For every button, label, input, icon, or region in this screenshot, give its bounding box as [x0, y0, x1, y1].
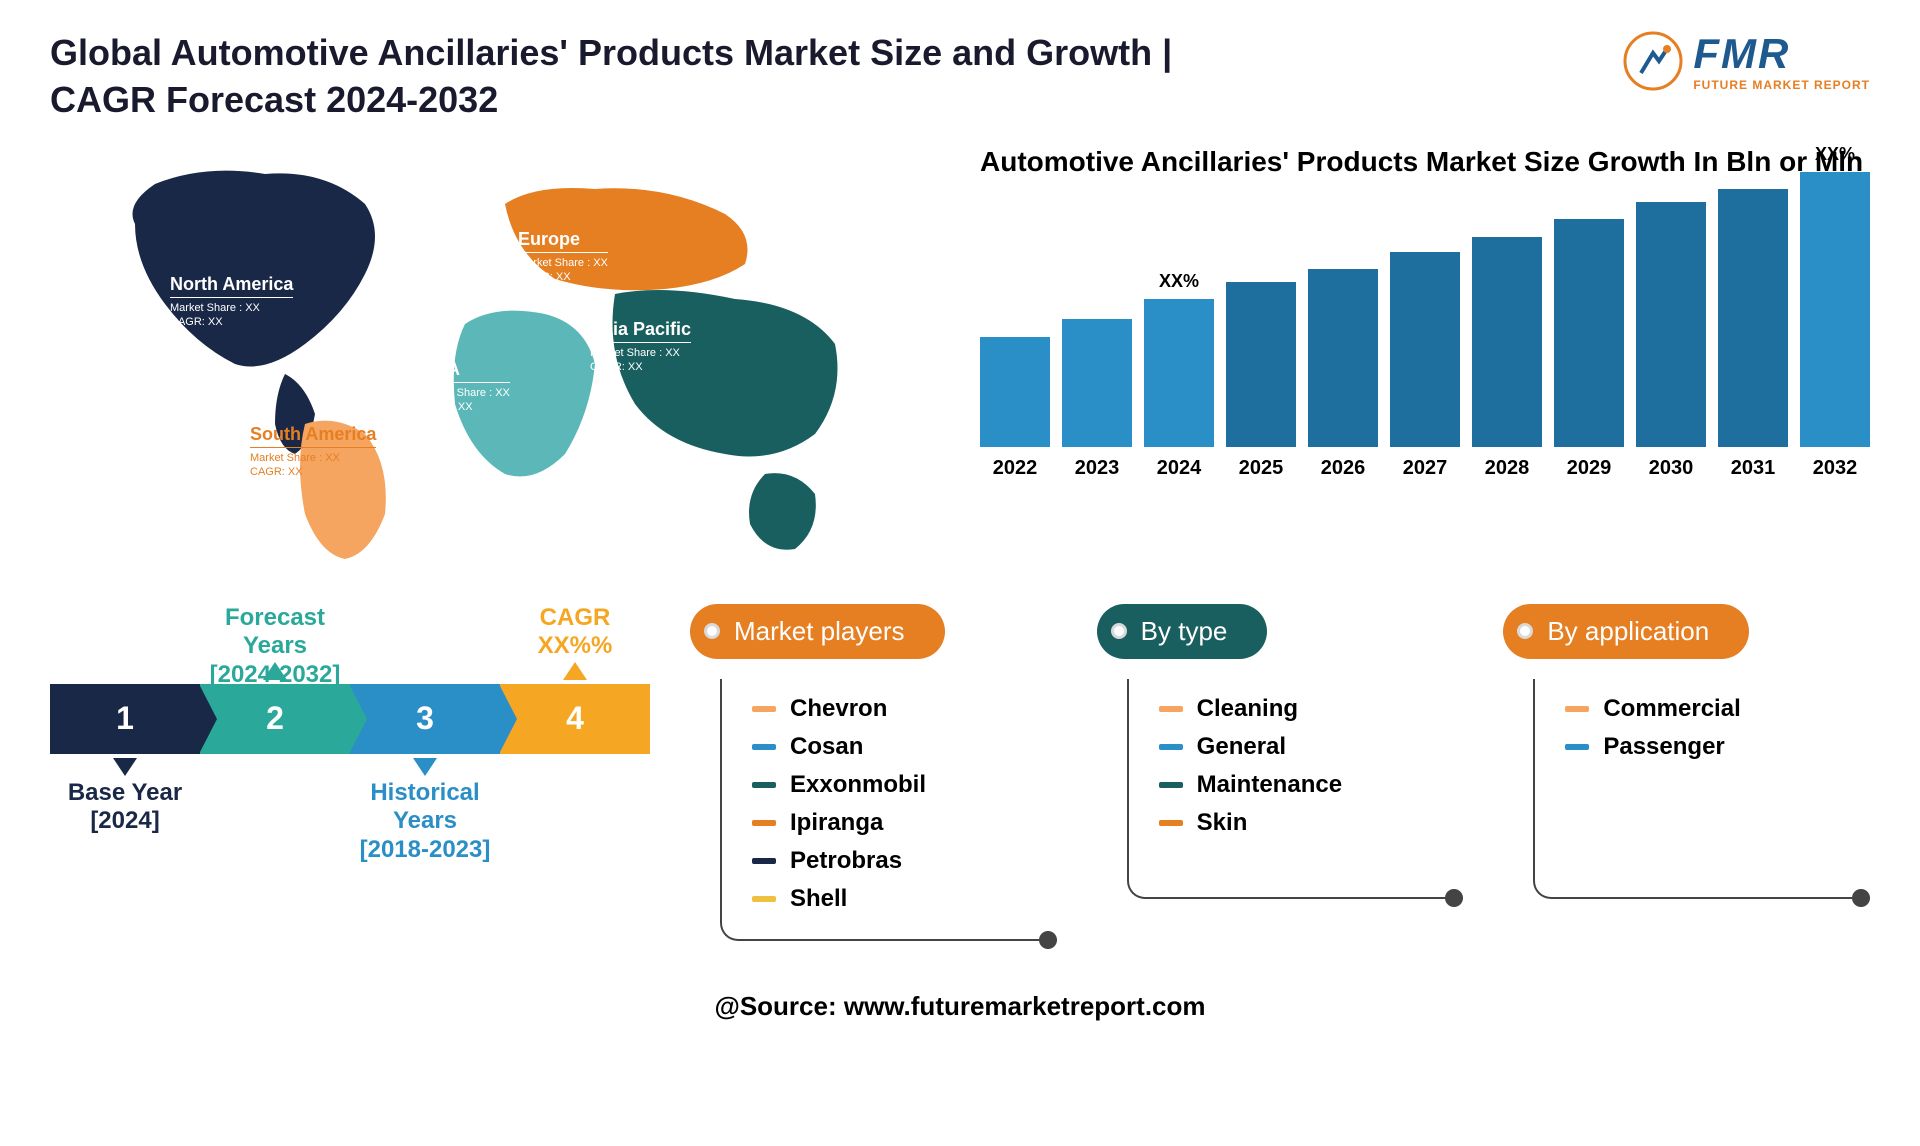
pill-item: Exxonmobil	[752, 771, 1057, 799]
region-label-south-america: South AmericaMarket Share : XXCAGR: XX	[250, 424, 376, 480]
logo-text-sub: FUTURE MARKET REPORT	[1693, 78, 1870, 92]
bar-top-label: XX%	[1159, 271, 1199, 292]
bar-year-label: 2027	[1403, 457, 1448, 480]
pill-item: Ipiranga	[752, 809, 1057, 837]
timeline-step-4: 4	[500, 684, 650, 754]
pill-header: By type	[1097, 604, 1268, 659]
pill-header: By application	[1503, 604, 1749, 659]
timeline-step-2: 2	[200, 684, 350, 754]
bar-year-label: 2023	[1075, 457, 1120, 480]
pill-item: Passenger	[1565, 733, 1870, 761]
pill-by-type: By type Cleaning General Maintenance Skin	[1097, 604, 1464, 941]
bar-top-label: XX%	[1815, 144, 1855, 165]
timeline: Forecast Years [2024-2032]CAGR XX%% 1234…	[50, 604, 650, 869]
logo-text-fmr: FMR	[1693, 30, 1870, 78]
pill-header: Market players	[690, 604, 945, 659]
chart-bars: 20222023XX%20242025202620272028202920302…	[980, 200, 1870, 480]
pill-item: Skin	[1159, 809, 1464, 837]
bar-year-label: 2030	[1649, 457, 1694, 480]
pill-market-players: Market players Chevron Cosan Exxonmobil Ipir…	[690, 604, 1057, 941]
source-text: @Source: www.futuremarketreport.com	[50, 991, 1870, 1022]
timeline-label-4: CAGR XX%%	[500, 604, 650, 662]
region-label-north-america: North AmericaMarket Share : XXCAGR: XX	[170, 274, 293, 330]
pill-item: Cosan	[752, 733, 1057, 761]
region-label-europe: EuropeMarket Share : XXCAGR: XX	[518, 229, 608, 285]
bar-chart: Automotive Ancillaries' Products Market …	[980, 144, 1870, 564]
pill-list: Cleaning General Maintenance Skin	[1127, 679, 1464, 899]
bar-2031: 2031	[1718, 189, 1788, 480]
pill-item: General	[1159, 733, 1464, 761]
bar-year-label: 2025	[1239, 457, 1284, 480]
timeline-bar: 1234	[50, 684, 650, 754]
bar-2029: 2029	[1554, 219, 1624, 480]
timeline-label-1: Base Year [2024]	[50, 779, 200, 837]
bar-year-label: 2026	[1321, 457, 1366, 480]
bar-year-label: 2028	[1485, 457, 1530, 480]
timeline-step-3: 3	[350, 684, 500, 754]
region-label-mea: MEAMarket Share : XXCAGR: XX	[420, 359, 510, 415]
bar-year-label: 2031	[1731, 457, 1776, 480]
bar-2022: 2022	[980, 337, 1050, 480]
header: Global Automotive Ancillaries' Products …	[50, 30, 1870, 124]
bar-year-label: 2032	[1813, 457, 1858, 480]
bar-2026: 2026	[1308, 269, 1378, 480]
bar-2030: 2030	[1636, 202, 1706, 480]
bar-2025: 2025	[1226, 282, 1296, 480]
pill-list: Commercial Passenger	[1533, 679, 1870, 899]
pill-item: Chevron	[752, 695, 1057, 723]
region-label-asia-pacific: Asia PacificMarket Share : XXCAGR: XX	[590, 319, 691, 375]
timeline-label-3: Historical Years [2018-2023]	[350, 779, 500, 865]
pill-item: Commercial	[1565, 695, 1870, 723]
pill-by-application: By application Commercial Passenger	[1503, 604, 1870, 941]
bar-2027: 2027	[1390, 252, 1460, 480]
bar-2023: 2023	[1062, 319, 1132, 480]
bar-2032: XX%2032	[1800, 172, 1870, 480]
map-svg	[50, 144, 940, 564]
pill-item: Maintenance	[1159, 771, 1464, 799]
chart-title: Automotive Ancillaries' Products Market …	[980, 144, 1870, 180]
page-title: Global Automotive Ancillaries' Products …	[50, 30, 1250, 124]
timeline-step-1: 1	[50, 684, 200, 754]
bar-2024: XX%2024	[1144, 299, 1214, 480]
bar-2028: 2028	[1472, 237, 1542, 480]
pill-item: Shell	[752, 885, 1057, 913]
main-row: North AmericaMarket Share : XXCAGR: XX So…	[50, 144, 1870, 564]
pill-item: Cleaning	[1159, 695, 1464, 723]
pill-list: Chevron Cosan Exxonmobil Ipiranga Petrobras S…	[720, 679, 1057, 941]
pill-item: Petrobras	[752, 847, 1057, 875]
bar-year-label: 2029	[1567, 457, 1612, 480]
bottom-row: Forecast Years [2024-2032]CAGR XX%% 1234…	[50, 604, 1870, 941]
pills-row: Market players Chevron Cosan Exxonmobil Ipir…	[690, 604, 1870, 941]
world-map: North AmericaMarket Share : XXCAGR: XX So…	[50, 144, 940, 564]
fmr-logo: FMR FUTURE MARKET REPORT	[1623, 30, 1870, 92]
bar-year-label: 2024	[1157, 457, 1202, 480]
logo-icon	[1623, 31, 1683, 91]
bar-year-label: 2022	[993, 457, 1038, 480]
